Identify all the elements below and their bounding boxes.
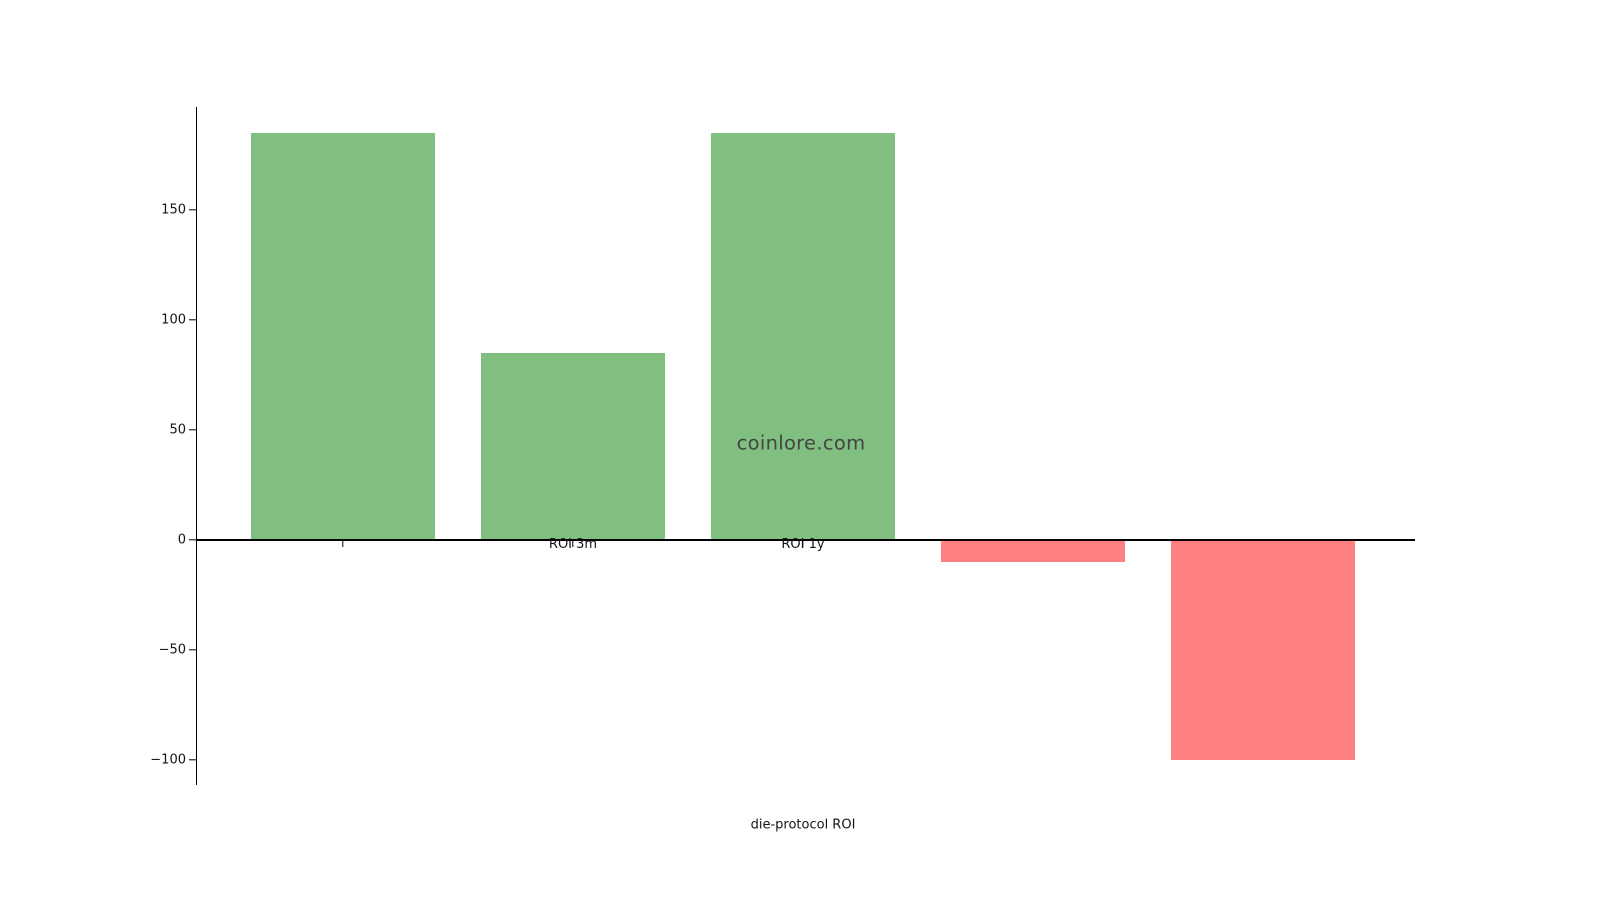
y-tick-label: 0 <box>177 532 186 548</box>
x-tick <box>802 540 804 547</box>
y-tick-label: −100 <box>150 752 186 768</box>
chart-title: die-protocol ROI <box>750 817 856 833</box>
bar-0 <box>251 133 435 540</box>
bar-4 <box>1171 540 1355 760</box>
y-tick <box>189 429 196 431</box>
y-tick <box>189 209 196 211</box>
y-axis-line <box>196 107 198 785</box>
y-tick-label: 100 <box>161 312 186 328</box>
y-tick-label: 150 <box>161 202 186 218</box>
y-tick <box>189 759 196 761</box>
bar-1 <box>481 353 665 540</box>
x-axis-zero-line <box>196 539 1415 541</box>
x-tick <box>572 540 574 547</box>
y-tick-label: 50 <box>169 422 186 438</box>
bar-2 <box>711 133 895 540</box>
bar-3 <box>941 540 1125 562</box>
y-tick <box>189 539 196 541</box>
watermark: coinlore.com <box>736 431 866 455</box>
y-tick <box>189 319 196 321</box>
x-tick <box>342 540 344 547</box>
x-tick-label: ROI 1y <box>781 537 825 552</box>
x-tick-label: ROI 3m <box>548 537 598 552</box>
y-tick <box>189 649 196 651</box>
y-tick-label: −50 <box>158 642 186 658</box>
